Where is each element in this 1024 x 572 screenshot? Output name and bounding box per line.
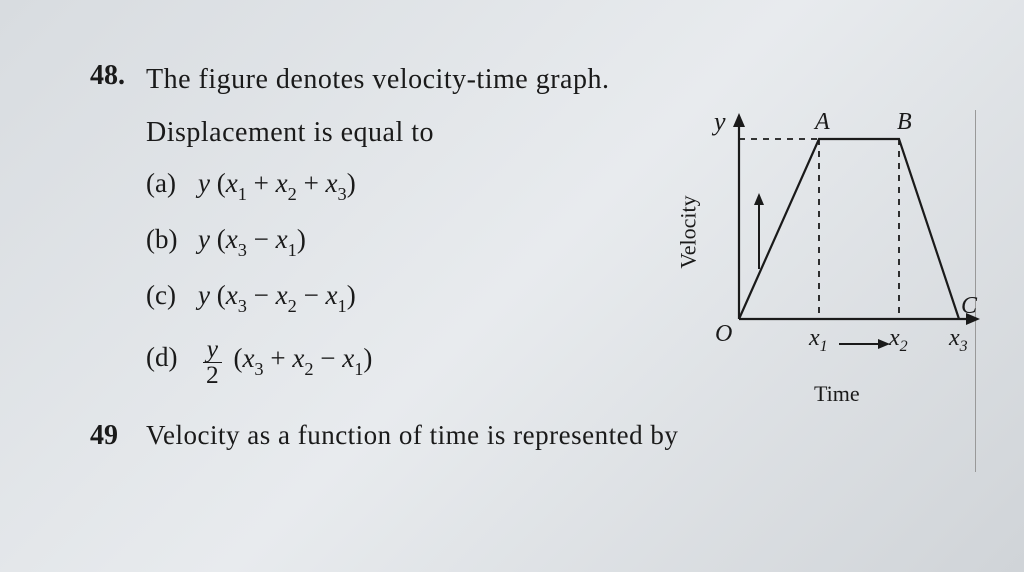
svg-text:A: A [813,109,830,135]
option-c: (c) y (x3 − x2 − x1) [146,275,654,319]
question-content: The figure denotes velocity-time graph. … [146,60,984,452]
main-area: Displacement is equal to (a) y (x1 + x2 … [146,109,984,401]
option-d-fraction: y 2 [202,337,223,389]
option-b-expr: y (x3 − x1) [198,219,306,263]
option-c-expr: y (x3 − x2 − x1) [198,275,356,319]
y-axis-title: Velocity [676,195,702,268]
question-block: 48. The figure denotes velocity-time gra… [90,60,984,452]
option-d: (d) y 2 (x3 + x2 − x1) [146,337,654,389]
option-b: (b) y (x3 − x1) [146,219,654,263]
next-question-strip: 49 Velocity as a function of time is rep… [90,420,984,452]
option-d-label: (d) [146,337,188,389]
option-c-label: (c) [146,275,188,319]
svg-text:x3: x3 [948,325,968,355]
question-text-line-2: Displacement is equal to [146,113,654,154]
y-axis-letter: y [714,107,726,137]
frac-num: y [207,335,218,363]
options-column: Displacement is equal to (a) y (x1 + x2 … [146,109,654,401]
option-a: (a) y (x1 + x2 + x3) [146,163,654,207]
svg-text:B: B [897,109,912,135]
svg-text:x2: x2 [888,325,908,355]
option-a-expr: y (x1 + x2 + x3) [198,163,356,207]
velocity-time-svg: A B C Ox1 x2 x3 [684,99,984,389]
option-b-label: (b) [146,219,188,263]
next-question-number: 49 [90,420,132,452]
graph: y Velocity Time ABCOx1x2x3 [684,99,984,399]
x-axis-title: Time [814,381,860,407]
next-question-text: Velocity as a function of time is repres… [146,420,678,452]
frac-den: 2 [202,363,223,388]
svg-text:O: O [715,321,732,347]
option-d-expr: y 2 (x3 + x2 − x1) [198,337,372,389]
option-a-lead: y [198,168,210,198]
svg-text:C: C [961,293,978,319]
svg-text:x1: x1 [808,325,828,355]
question-number: 48. [90,60,132,92]
page: 48. The figure denotes velocity-time gra… [90,60,984,552]
option-a-label: (a) [146,163,188,207]
question-text-line-1: The figure denotes velocity-time graph. [146,60,984,101]
